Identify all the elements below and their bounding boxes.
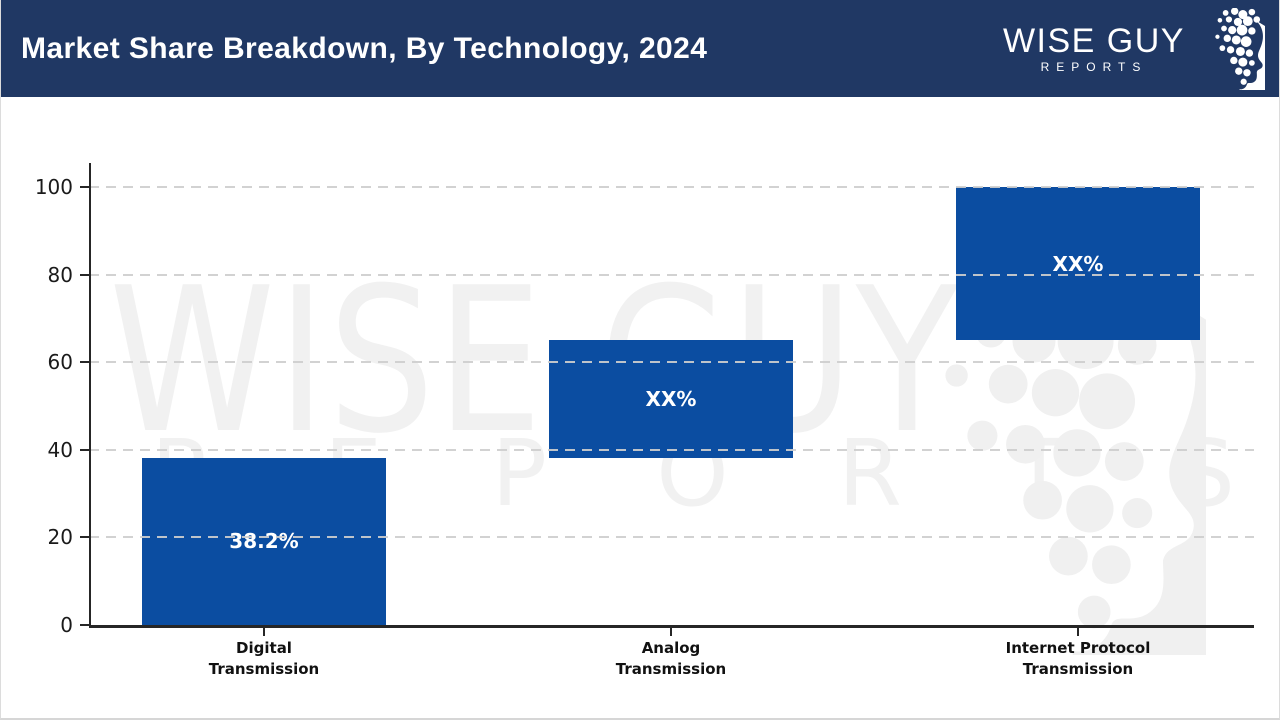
brand-logo: WISE GUY REPORTS: [1003, 6, 1267, 91]
header: Market Share Breakdown, By Technology, 2…: [1, 0, 1279, 97]
y-tick-label: 20: [47, 525, 73, 550]
x-axis-spine: [89, 625, 1254, 628]
category-label-line: Digital: [236, 639, 292, 657]
brand-logo-text: WISE GUY REPORTS: [1003, 23, 1185, 74]
bar-value-label: XX%: [1052, 251, 1104, 276]
y-tick-mark: [80, 186, 89, 188]
x-tick-mark: [1077, 628, 1079, 636]
y-tick-label: 80: [47, 262, 73, 287]
y-axis-spine: [89, 163, 91, 625]
category-label-line: Transmission: [1022, 660, 1134, 678]
y-tick-mark: [80, 361, 89, 364]
x-tick-mark: [670, 628, 672, 636]
gridline: [89, 186, 1254, 188]
category-label-line: Analog: [641, 639, 701, 657]
category-label: Internet Protocol Transmission: [918, 638, 1238, 680]
bar-value-label: XX%: [645, 386, 697, 411]
logo-subtext: REPORTS: [1040, 60, 1148, 74]
x-tick-mark: [263, 628, 265, 636]
y-tick-label: 60: [47, 350, 73, 375]
category-label: Analog Transmission: [511, 638, 831, 680]
chart-bar: XX%: [956, 187, 1200, 341]
page-title: Market Share Breakdown, By Technology, 2…: [21, 31, 708, 65]
chart-bar: XX%: [549, 340, 793, 458]
y-tick-mark: [80, 624, 89, 626]
y-tick-mark: [80, 448, 89, 451]
gridline: [89, 273, 1254, 276]
category-label-line: Transmission: [208, 660, 320, 678]
y-tick-label: 0: [60, 613, 73, 637]
bar-value-label: 38.2%: [229, 529, 299, 554]
y-tick-mark: [80, 536, 89, 539]
logo-wordmark: WISE GUY: [1002, 22, 1185, 60]
y-tick-mark: [80, 273, 89, 276]
y-tick-label: 100: [34, 175, 73, 199]
category-label: Digital Transmission: [104, 638, 424, 680]
category-label-line: Transmission: [615, 660, 727, 678]
chart-bar: 38.2%: [142, 457, 386, 625]
gridline: [89, 361, 1254, 364]
logo-face-icon: [1215, 7, 1265, 90]
gridline: [89, 536, 1254, 539]
y-tick-label: 40: [47, 437, 73, 462]
category-label-line: Internet Protocol: [1005, 639, 1151, 657]
gridline: [89, 448, 1254, 451]
